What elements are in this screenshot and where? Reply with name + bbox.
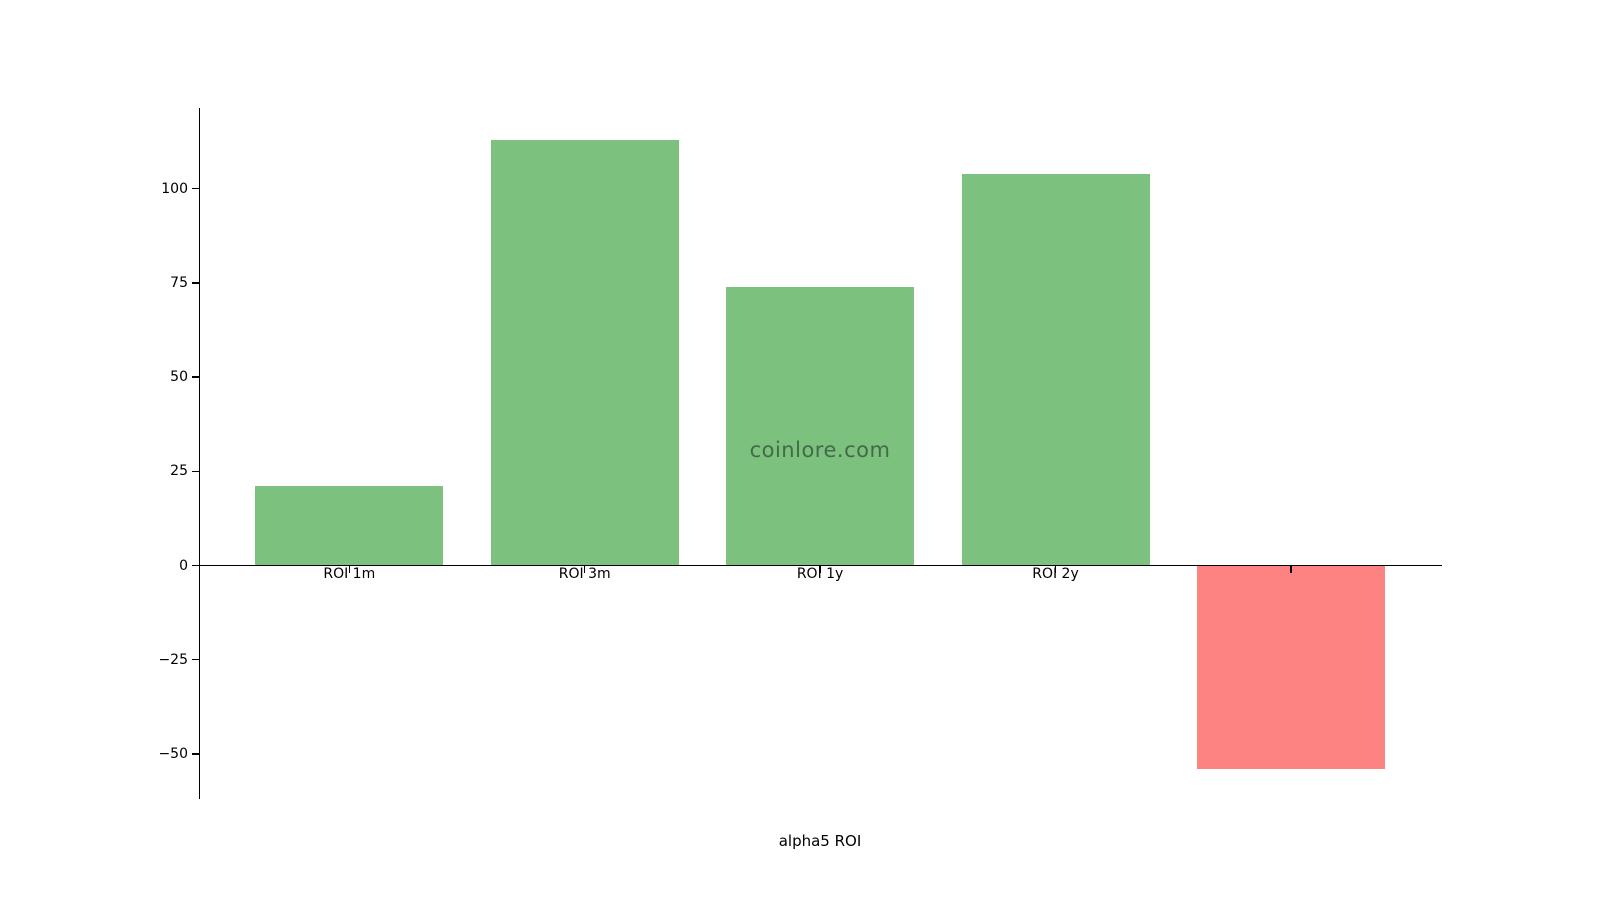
y-tick bbox=[192, 376, 199, 378]
x-axis-zero-line bbox=[199, 565, 1442, 567]
y-tick bbox=[192, 753, 199, 755]
bar-unlabeled bbox=[1196, 565, 1385, 769]
x-tick bbox=[1054, 566, 1057, 573]
y-tick-label: 100 bbox=[161, 180, 188, 197]
y-tick-label: −25 bbox=[158, 651, 188, 668]
y-tick-label: 25 bbox=[170, 463, 188, 480]
x-tick-label: ROI 1m bbox=[323, 566, 376, 582]
y-tick bbox=[192, 659, 199, 661]
x-tick bbox=[1290, 566, 1292, 573]
y-tick bbox=[192, 470, 199, 472]
y-tick bbox=[192, 282, 199, 284]
y-tick bbox=[192, 188, 199, 190]
x-tick bbox=[819, 566, 821, 573]
x-tick-label: ROI 2y bbox=[1032, 566, 1079, 582]
x-tick bbox=[584, 566, 586, 573]
y-tick-label: 0 bbox=[179, 557, 188, 574]
bar-roi-1m bbox=[255, 486, 444, 566]
y-axis-spine bbox=[198, 108, 200, 799]
bar-roi-1y bbox=[726, 286, 915, 566]
bar-roi-2y bbox=[961, 173, 1150, 566]
x-tick-label: ROI 1y bbox=[796, 566, 844, 582]
x-axis-label: alpha5 ROI bbox=[778, 832, 862, 850]
y-tick-label: 50 bbox=[170, 369, 188, 386]
x-tick bbox=[348, 566, 350, 573]
y-tick-label: −50 bbox=[158, 745, 188, 762]
y-tick-label: 75 bbox=[170, 274, 188, 291]
x-tick-label: ROI 3m bbox=[558, 566, 611, 582]
watermark-text: coinlore.com bbox=[749, 438, 891, 462]
y-tick bbox=[192, 564, 199, 567]
bar-roi-3m bbox=[490, 139, 679, 566]
